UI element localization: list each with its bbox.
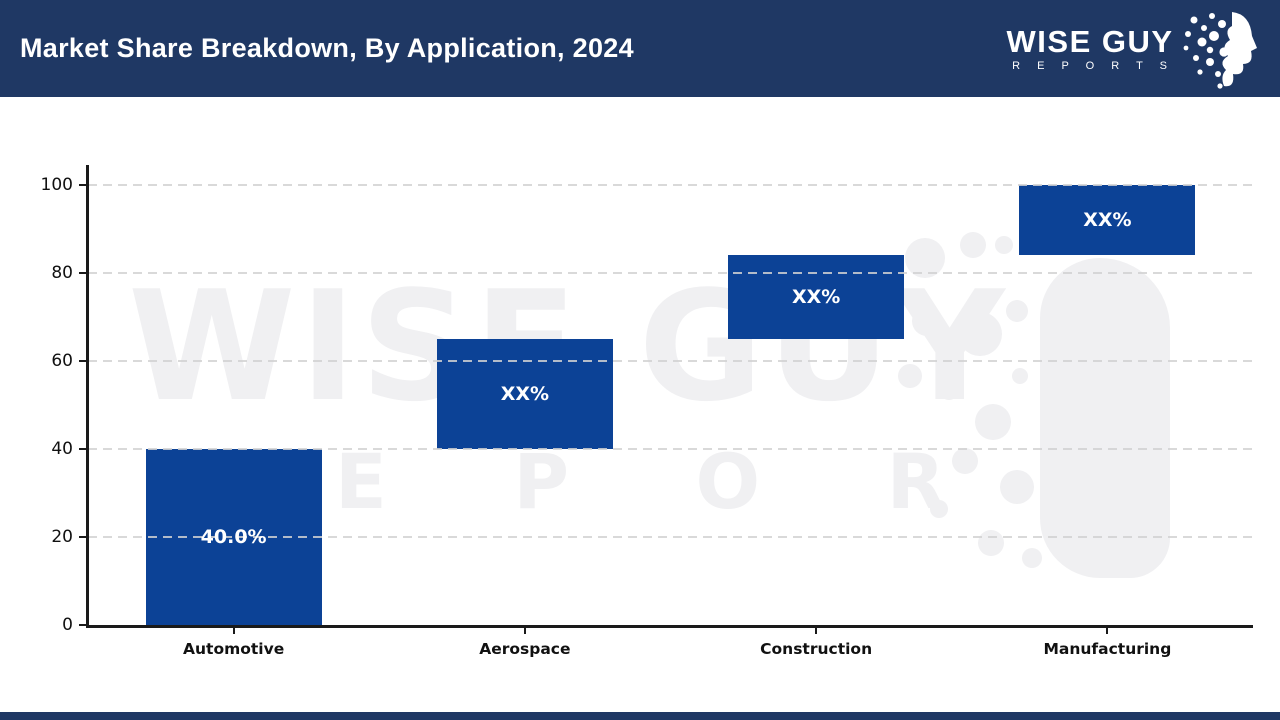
x-tick-automotive	[232, 625, 235, 634]
bar-construction	[728, 255, 905, 339]
x-category-label-automotive: Automotive	[183, 640, 285, 658]
bar-value-label-automotive: 40.0%	[200, 526, 267, 548]
footer-bar	[0, 712, 1280, 720]
y-tick-label-40: 40	[51, 439, 73, 459]
x-tick-aerospace	[523, 625, 526, 634]
brand-logo-text: WISE GUY R E P O R T S	[1006, 26, 1174, 72]
y-tick-0	[79, 624, 88, 626]
bar-value-label-manufacturing: XX%	[1083, 209, 1132, 232]
y-tick-40	[79, 448, 88, 450]
x-category-label-manufacturing: Manufacturing	[1043, 640, 1172, 658]
y-tick-label-60: 60	[51, 351, 73, 371]
logo-face-icon	[1183, 11, 1257, 89]
gridline-y80	[88, 272, 1253, 274]
gridline-y40	[88, 448, 1253, 450]
y-tick-label-80: 80	[51, 263, 73, 283]
y-tick-80	[79, 272, 88, 274]
x-axis-line	[86, 625, 1253, 628]
page-title: Market Share Breakdown, By Application, …	[20, 33, 634, 63]
x-tick-manufacturing	[1106, 625, 1109, 634]
gridline-y20	[88, 536, 1253, 538]
y-tick-100	[79, 184, 88, 186]
y-axis-line	[86, 165, 89, 627]
gridline-y100	[88, 184, 1253, 186]
gridline-y60	[88, 360, 1253, 362]
header-bar: Market Share Breakdown, By Application, …	[0, 0, 1280, 97]
brand-subname: R E P O R T S	[1012, 59, 1174, 72]
bar-value-label-aerospace: XX%	[500, 383, 550, 405]
y-tick-label-100: 100	[40, 175, 73, 195]
x-category-label-aerospace: Aerospace	[479, 640, 571, 658]
x-tick-construction	[815, 625, 818, 634]
brand-logo: WISE GUY R E P O R T S	[1006, 6, 1258, 92]
y-tick-20	[79, 536, 88, 538]
brand-name: WISE GUY	[1006, 23, 1174, 59]
bar-value-label-construction: XX%	[791, 286, 841, 309]
x-category-label-construction: Construction	[760, 640, 873, 658]
y-tick-label-20: 20	[51, 527, 73, 547]
y-tick-label-0: 0	[62, 615, 73, 635]
bar-manufacturing	[1019, 185, 1196, 256]
y-tick-60	[79, 360, 88, 362]
watermark-face-shape	[1040, 258, 1170, 578]
bar-aerospace	[436, 339, 613, 449]
